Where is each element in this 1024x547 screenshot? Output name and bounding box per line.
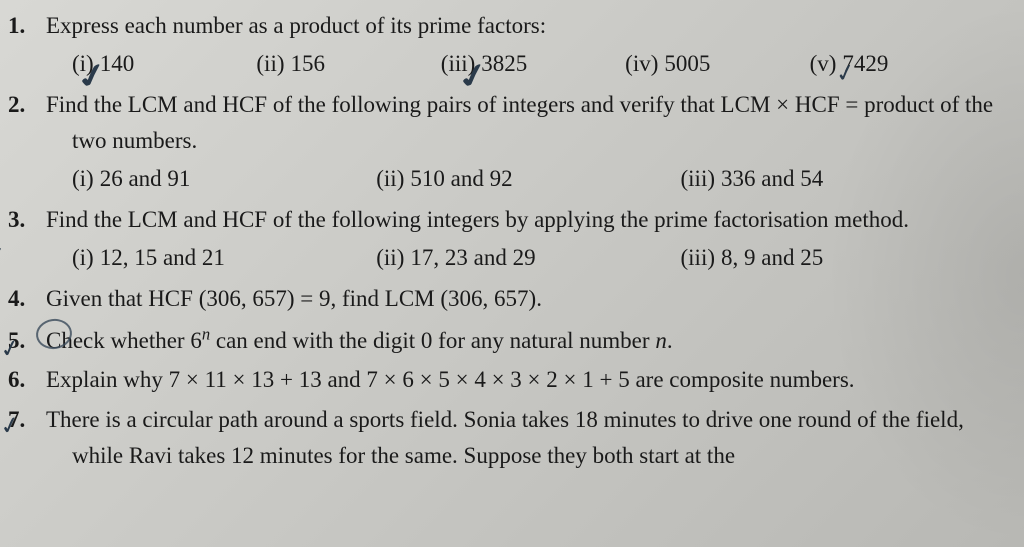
q1-text: Express each number as a product of its … — [46, 13, 546, 38]
q5-post: . — [667, 328, 673, 353]
q1-option-ii: (ii) 156 — [256, 46, 440, 82]
opt-value: 17, 23 and 29 — [410, 245, 535, 270]
q4-text-row: 4.Given that HCF (306, 657) = 9, find LC… — [40, 281, 994, 317]
q2-text: Find the LCM and HCF of the following pa… — [46, 92, 993, 153]
checkmark-icon: ✓ — [28, 404, 36, 440]
question-3: 3.✓Find the LCM and HCF of the following… — [40, 202, 994, 275]
q5-text-row: 5.✓Check whether 6n can end with the dig… — [40, 321, 994, 358]
opt-label: (ii) — [376, 245, 404, 270]
q1-option-v: (v)✓7429 — [810, 46, 994, 82]
question-4: 4.Given that HCF (306, 657) = 9, find LC… — [40, 281, 994, 317]
q3-options: (i) 12, 15 and 21 (ii)17, 23 and 29 (iii)… — [40, 240, 994, 276]
q6-text-row: 6.Explain why 7 × 11 × 13 + 13 and 7 × 6… — [40, 362, 994, 398]
opt-value: 8, 9 and 25 — [721, 245, 823, 270]
q4-text: Given that HCF (306, 657) = 9, find LCM … — [46, 286, 542, 311]
q7-text: There is a circular path around a sports… — [46, 407, 964, 468]
opt-value: 156 — [291, 51, 326, 76]
q2-option-i: (i) 26 and 91 — [72, 161, 376, 197]
opt-label: (i) — [72, 166, 94, 191]
q3-option-ii: (ii)17, 23 and 29 — [376, 240, 680, 276]
q2-options: (i) 26 and 91 (ii)510 and 92 (iii)336 and… — [40, 161, 994, 197]
q1-option-iii: (iii)✓3825 — [441, 46, 625, 82]
q3-text: Find the LCM and HCF of the following in… — [46, 207, 909, 232]
q3-text-row: 3.✓Find the LCM and HCF of the following… — [40, 202, 994, 238]
opt-label: (i) — [72, 245, 94, 270]
opt-label: (iv) — [625, 51, 658, 76]
q7-text-row: 7.✓There is a circular path around a spo… — [40, 402, 994, 473]
opt-value: 5005 — [664, 51, 710, 76]
q1-option-i: (i)✓140 — [72, 46, 256, 82]
opt-value: 26 and 91 — [100, 166, 191, 191]
q5-var: n — [655, 328, 667, 353]
checkmark-icon: ✓ — [11, 231, 25, 275]
opt-label: (ii) — [376, 166, 404, 191]
opt-value: 12, 15 and 21 — [100, 245, 225, 270]
q1-option-iv: (iv)5005 — [625, 46, 809, 82]
question-2: 2.Find the LCM and HCF of the following … — [40, 87, 994, 196]
question-6: 6.Explain why 7 × 11 × 13 + 13 and 7 × 6… — [40, 362, 994, 398]
q6-text: Explain why 7 × 11 × 13 + 13 and 7 × 6 ×… — [46, 367, 855, 392]
q5-mid: can end with the digit 0 for any natural… — [210, 328, 655, 353]
q2-option-iii: (iii)336 and 54 — [681, 161, 985, 197]
opt-label: (iii) — [681, 245, 716, 270]
q5-text: Check whether 6n can end with the digit … — [46, 328, 673, 353]
question-1: 1.Express each number as a product of it… — [40, 8, 994, 81]
opt-label: (iii) — [681, 166, 716, 191]
q2-option-ii: (ii)510 and 92 — [376, 161, 680, 197]
question-5: 5.✓Check whether 6n can end with the dig… — [40, 321, 994, 358]
opt-value: 510 and 92 — [410, 166, 512, 191]
question-7: 7.✓There is a circular path around a spo… — [40, 402, 994, 473]
q2-text-row: 2.Find the LCM and HCF of the following … — [40, 87, 994, 158]
q1-text-row: 1.Express each number as a product of it… — [40, 8, 994, 44]
opt-label: (ii) — [256, 51, 284, 76]
checkmark-icon: ✓ — [28, 328, 36, 364]
q1-options: (i)✓140 (ii) 156 (iii)✓3825 (iv)5005 (v)✓… — [40, 46, 994, 82]
q3-option-i: (i) 12, 15 and 21 — [72, 240, 376, 276]
q5-sup: n — [202, 324, 210, 343]
q3-option-iii: (iii)8, 9 and 25 — [681, 240, 985, 276]
opt-value: 336 and 54 — [721, 166, 823, 191]
